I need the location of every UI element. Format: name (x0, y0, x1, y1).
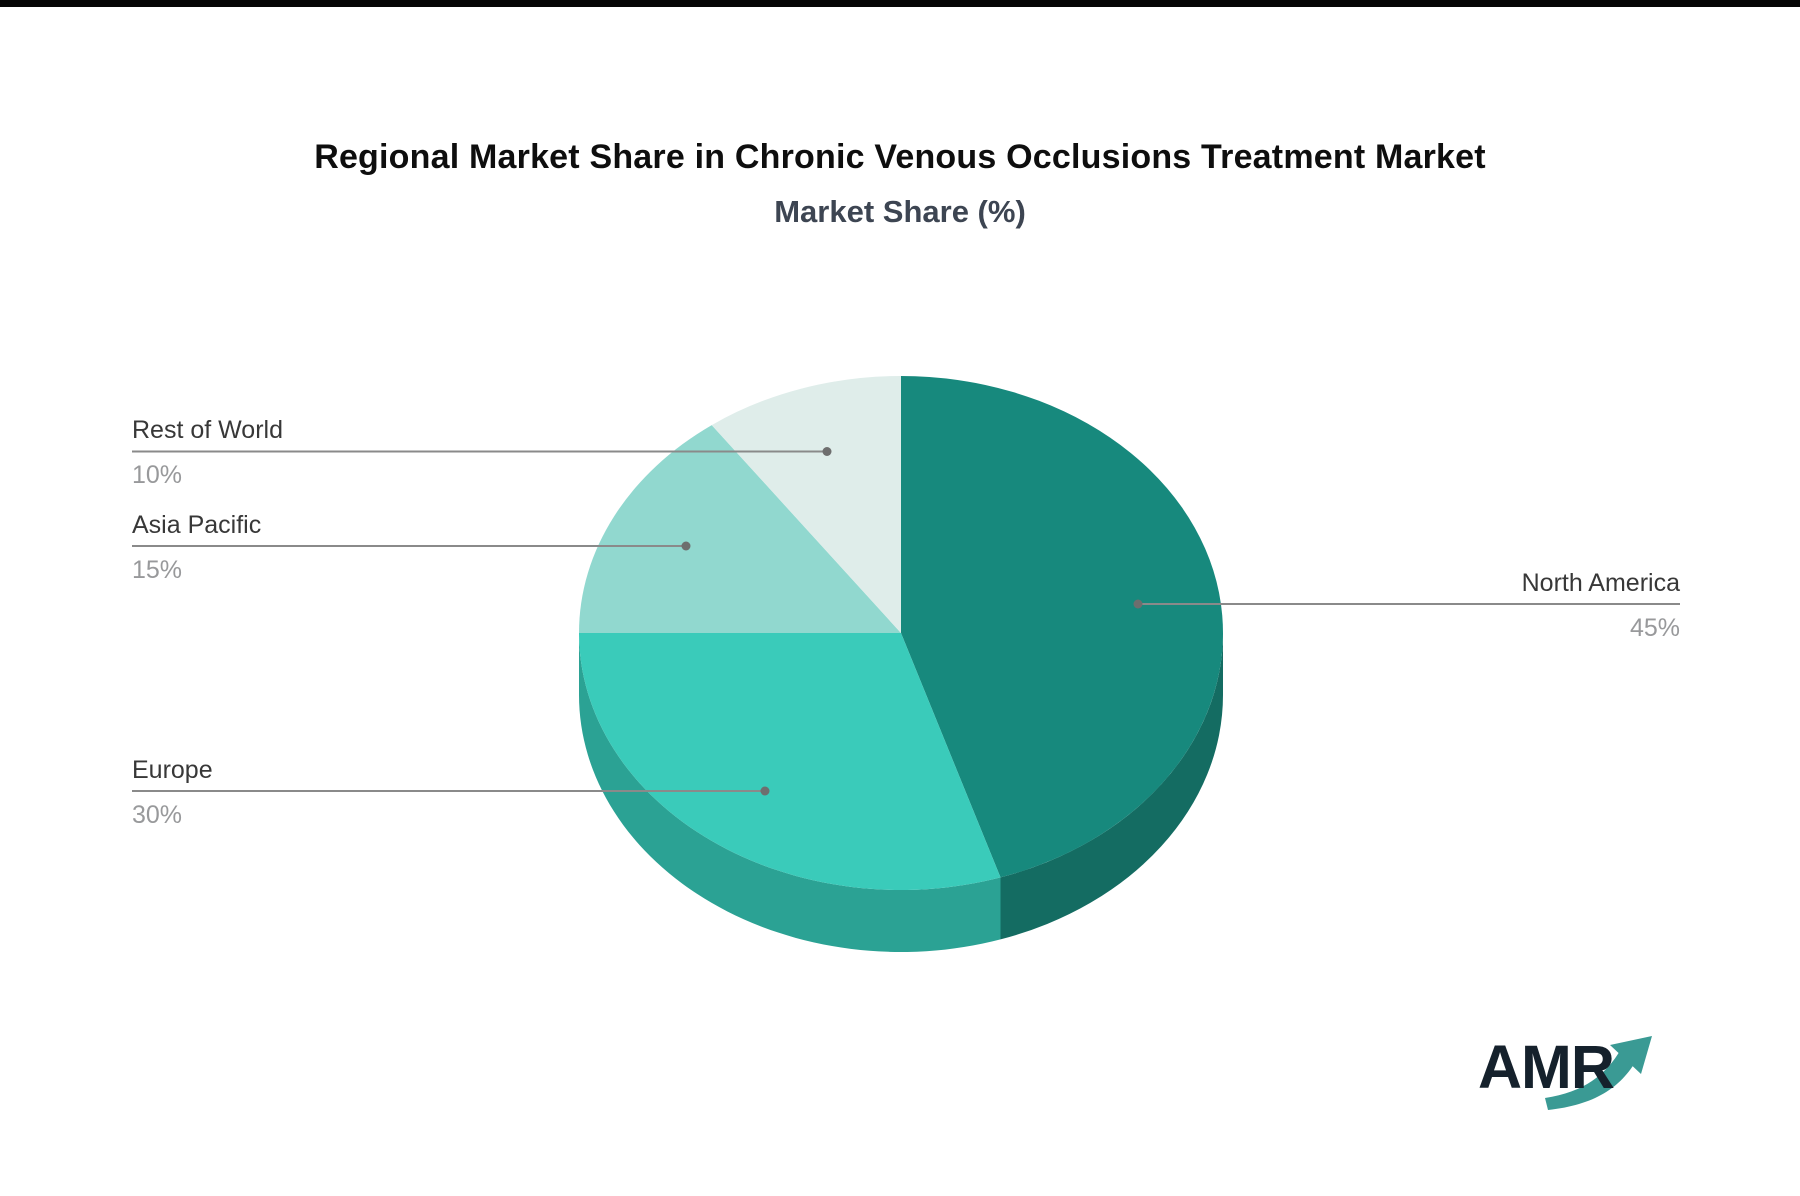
growth-arrow-icon (1545, 1036, 1652, 1110)
slice-label: Asia Pacific (132, 511, 262, 539)
slice-value: 10% (132, 461, 183, 489)
leader-dot-rest-of-world (822, 447, 832, 456)
callout-asia-pacific-value: 15% (132, 555, 182, 585)
callout-asia-pacific: Asia Pacific (132, 510, 261, 540)
slice-value: 30% (132, 801, 183, 829)
slice-value: 45% (1629, 614, 1680, 642)
pie-side-europe (579, 633, 1001, 952)
pie-slice-north-america (901, 376, 1224, 878)
screenshot-top-edge (0, 0, 1800, 7)
chart-subtitle: Market Share (%) (774, 194, 1026, 229)
callout-north-america-value: 45% (1630, 613, 1680, 643)
pie-slice-asia-pacific (579, 425, 901, 633)
leader-dot-asia-pacific (681, 541, 691, 551)
leader-dot-europe (760, 786, 770, 796)
leader-dot-north-america (1133, 599, 1143, 609)
pie-slice-europe (579, 633, 1001, 890)
amr-logo: AMR (1478, 1033, 1615, 1101)
pie-slice-rest-of-world (711, 376, 901, 633)
pie-side-north-america (1000, 633, 1223, 940)
callout-rest-of-world: Rest of World (132, 415, 283, 445)
slice-label: North America (1521, 569, 1680, 597)
callout-europe-value: 30% (132, 800, 182, 830)
chart-title: Regional Market Share in Chronic Venous … (314, 138, 1486, 176)
callout-north-america: North America (1522, 568, 1680, 598)
callout-europe: Europe (132, 755, 213, 785)
slice-label: Europe (132, 756, 213, 784)
slice-value: 15% (132, 556, 183, 584)
callout-rest-of-world-value: 10% (132, 460, 182, 490)
slice-label: Rest of World (132, 416, 283, 444)
